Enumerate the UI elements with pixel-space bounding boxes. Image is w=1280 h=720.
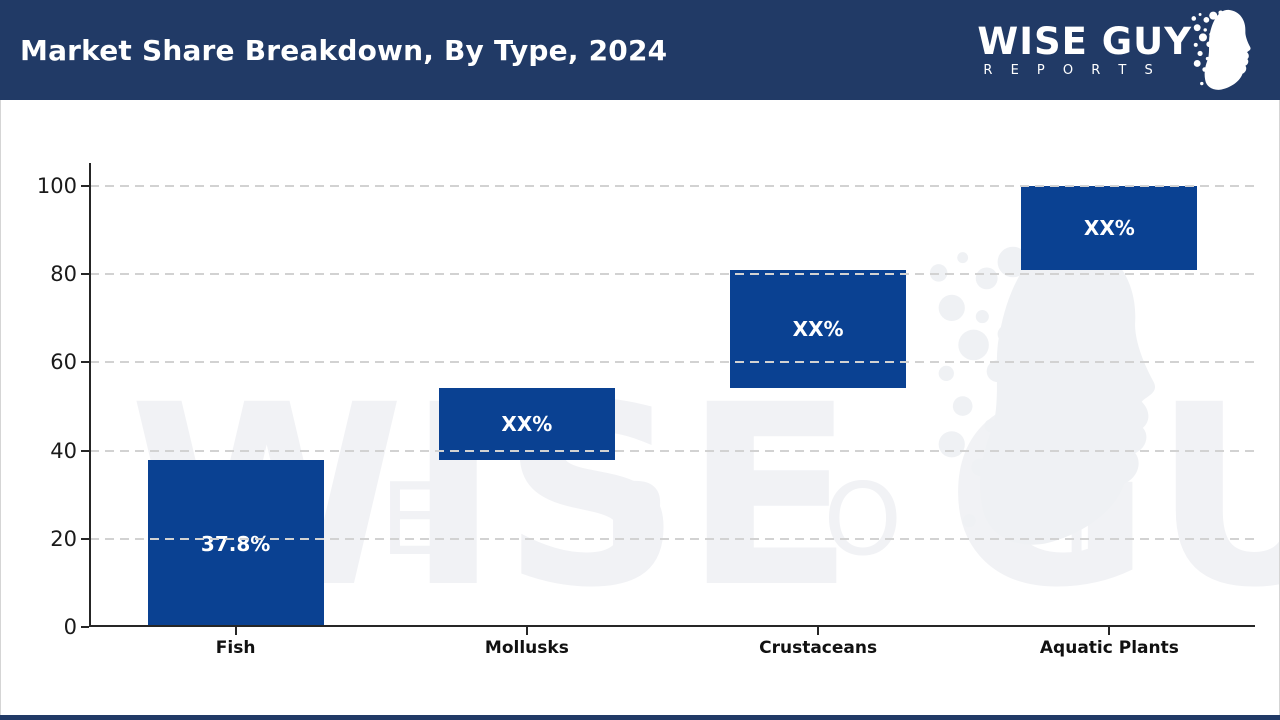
watermark-face-profile-icon [919,228,1181,558]
gridline [90,449,1255,452]
y-tick-mark [81,185,89,187]
x-tick-label-crustaceans: Crustaceans [759,638,878,658]
chart-canvas: WISE GUY R E P O R T S 02040608010037.8%… [0,100,1280,720]
y-tick-mark [81,273,89,276]
y-tick-label: 20 [50,526,77,551]
x-tick-mark [234,627,237,635]
y-tick-label: 40 [50,438,77,463]
bar-value-label: XX% [501,412,553,437]
gridline [90,361,1255,364]
bar-value-label: XX% [1083,215,1135,240]
bar-value-label: XX% [792,316,844,341]
wiseguy-logo: WISE GUY R E P O R T S [977,7,1266,93]
x-tick-mark [1108,627,1111,635]
x-tick-mark [525,627,528,635]
bar-crustaceans [730,269,907,388]
bar-mollusks [438,387,615,461]
y-tick-label: 60 [50,350,77,375]
bar-value-label: 37.8% [200,531,271,556]
y-axis-spine [89,163,91,627]
header-bar: Market Share Breakdown, By Type, 2024 WI… [0,0,1280,100]
gridline [90,273,1255,276]
y-tick-mark [81,537,89,540]
logo-text: WISE GUY R E P O R T S [977,23,1192,77]
y-tick-mark [81,449,89,452]
gridline [90,185,1255,187]
page-title: Market Share Breakdown, By Type, 2024 [20,33,668,67]
x-axis-spine [89,625,1255,627]
y-tick-label: 80 [50,262,77,287]
x-tick-mark [817,627,820,635]
y-tick-label: 100 [36,174,77,198]
x-tick-label-aquatic-plants: Aquatic Plants [1039,638,1179,658]
y-tick-label: 0 [63,615,77,639]
x-tick-label-mollusks: Mollusks [484,638,569,658]
logo-wordmark: WISE GUY [977,20,1192,63]
y-tick-mark [81,361,89,364]
x-tick-label-fish: Fish [215,638,256,658]
y-tick-mark [81,626,89,628]
bar-aquatic-plants [1021,186,1198,270]
logo-subtitle: R E P O R T S [983,63,1160,78]
footer-stripe [0,715,1280,720]
face-profile-icon [1180,7,1266,93]
gridline [90,537,1255,540]
bar-fish [147,460,324,627]
